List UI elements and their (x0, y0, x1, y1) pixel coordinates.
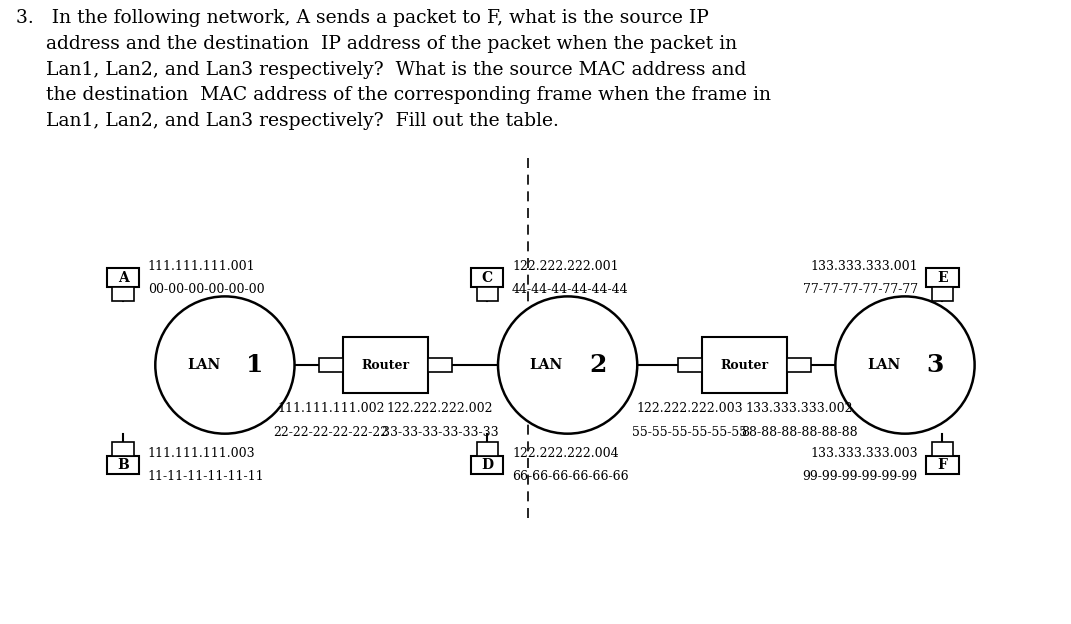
Bar (112, 442, 134, 456)
Bar (678, 358, 702, 372)
Ellipse shape (155, 296, 295, 434)
Text: 122.222.222.003: 122.222.222.003 (636, 402, 743, 416)
Bar (107, 268, 139, 287)
Text: 11-11-11-11-11-11: 11-11-11-11-11-11 (148, 470, 265, 483)
Text: 122.222.222.004: 122.222.222.004 (512, 447, 619, 460)
Text: C: C (482, 271, 493, 285)
Text: LAN: LAN (186, 358, 221, 372)
Bar (319, 358, 343, 372)
Text: A: A (118, 271, 129, 285)
Bar (471, 268, 503, 287)
Text: 55-55-55-55-55-55: 55-55-55-55-55-55 (632, 426, 748, 439)
Text: LAN: LAN (866, 358, 901, 372)
Bar (112, 287, 134, 301)
Text: 00-00-00-00-00-00: 00-00-00-00-00-00 (148, 283, 265, 296)
Text: D: D (481, 458, 494, 472)
Bar (932, 287, 953, 301)
Text: F: F (937, 458, 948, 472)
Bar (477, 442, 498, 456)
Text: 33-33-33-33-33-33: 33-33-33-33-33-33 (382, 426, 498, 439)
Text: LAN: LAN (529, 358, 563, 372)
Text: 122.222.222.001: 122.222.222.001 (512, 260, 619, 273)
Bar (477, 287, 498, 301)
Text: 3.   In the following network, A sends a packet to F, what is the source IP
    : 3. In the following network, A sends a p… (16, 9, 771, 130)
Text: 111.111.111.002: 111.111.111.002 (277, 402, 384, 416)
Bar (343, 337, 428, 393)
Text: E: E (937, 271, 948, 285)
Bar (926, 456, 959, 474)
Text: 66-66-66-66-66-66: 66-66-66-66-66-66 (512, 470, 629, 483)
Bar (428, 358, 452, 372)
Ellipse shape (835, 296, 975, 434)
Bar (107, 456, 139, 474)
Text: Router: Router (721, 359, 768, 371)
Text: 133.333.333.003: 133.333.333.003 (811, 447, 918, 460)
Ellipse shape (498, 296, 637, 434)
Text: 1: 1 (246, 353, 263, 377)
Text: 2: 2 (589, 353, 606, 377)
Bar (471, 456, 503, 474)
Text: 99-99-99-99-99-99: 99-99-99-99-99-99 (803, 470, 918, 483)
Bar (926, 268, 959, 287)
Bar (702, 337, 787, 393)
Text: 111.111.111.001: 111.111.111.001 (148, 260, 255, 273)
Text: 122.222.222.002: 122.222.222.002 (387, 402, 494, 416)
Bar (932, 442, 953, 456)
Text: 88-88-88-88-88-88: 88-88-88-88-88-88 (741, 426, 857, 439)
Text: Router: Router (362, 359, 409, 371)
Text: B: B (118, 458, 129, 472)
Bar (787, 358, 811, 372)
Text: 133.333.333.001: 133.333.333.001 (811, 260, 918, 273)
Text: 133.333.333.002: 133.333.333.002 (745, 402, 853, 416)
Text: 77-77-77-77-77-77: 77-77-77-77-77-77 (803, 283, 918, 296)
Text: 3: 3 (926, 353, 944, 377)
Text: 111.111.111.003: 111.111.111.003 (148, 447, 255, 460)
Text: 22-22-22-22-22-22: 22-22-22-22-22-22 (273, 426, 389, 439)
Text: 44-44-44-44-44-44: 44-44-44-44-44-44 (512, 283, 629, 296)
